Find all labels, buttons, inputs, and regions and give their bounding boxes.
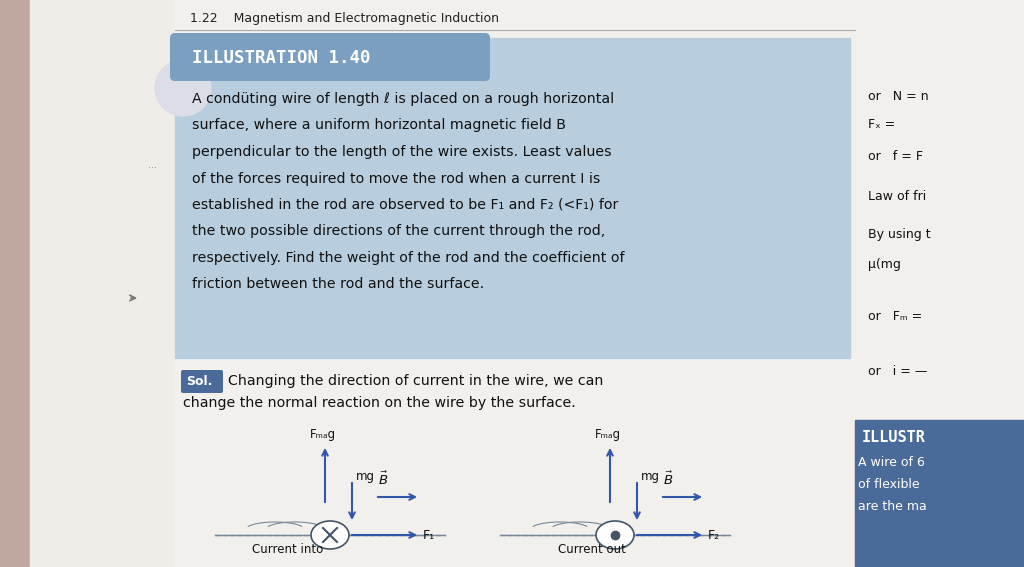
Text: A condüting wire of length ℓ is placed on a rough horizontal: A condüting wire of length ℓ is placed o… bbox=[193, 92, 614, 106]
Bar bbox=[0, 0, 30, 567]
Text: change the normal reaction on the wire by the surface.: change the normal reaction on the wire b… bbox=[183, 396, 575, 410]
Text: of the forces required to move the rod when a current I is: of the forces required to move the rod w… bbox=[193, 171, 600, 185]
Text: of flexible: of flexible bbox=[858, 478, 924, 491]
Text: 1.22    Magnetism and Electromagnetic Induction: 1.22 Magnetism and Electromagnetic Induc… bbox=[190, 12, 499, 25]
Text: friction between the rod and the surface.: friction between the rod and the surface… bbox=[193, 277, 484, 291]
Text: mg: mg bbox=[356, 470, 375, 483]
Text: or   i = —: or i = — bbox=[868, 365, 928, 378]
Ellipse shape bbox=[596, 521, 634, 549]
Text: Changing the direction of current in the wire, we can: Changing the direction of current in the… bbox=[228, 374, 603, 388]
Text: established in the rod are observed to be F₁ and F₂ (<F₁) for: established in the rod are observed to b… bbox=[193, 198, 618, 212]
Text: perpendicular to the length of the wire exists. Least values: perpendicular to the length of the wire … bbox=[193, 145, 611, 159]
Text: ILLUSTR: ILLUSTR bbox=[862, 430, 926, 445]
Text: are the ma: are the ma bbox=[858, 500, 927, 513]
Text: μ(mg: μ(mg bbox=[868, 258, 901, 271]
Text: surface, where a uniform horizontal magnetic field B: surface, where a uniform horizontal magn… bbox=[193, 119, 566, 133]
Text: or   N = n: or N = n bbox=[868, 90, 929, 103]
FancyBboxPatch shape bbox=[181, 370, 223, 393]
Text: ILLUSTRATION 1.40: ILLUSTRATION 1.40 bbox=[193, 49, 371, 67]
Text: Current out: Current out bbox=[558, 543, 626, 556]
Text: Fₘₐg: Fₘₐg bbox=[310, 428, 336, 441]
Text: $\vec{B}$: $\vec{B}$ bbox=[663, 471, 674, 488]
Text: F₂: F₂ bbox=[708, 529, 720, 542]
Text: Sol.: Sol. bbox=[186, 375, 212, 388]
Bar bbox=[175, 38, 850, 358]
Text: Law of fri: Law of fri bbox=[868, 190, 927, 203]
Text: respectively. Find the weight of the rod and the coefficient of: respectively. Find the weight of the rod… bbox=[193, 251, 625, 265]
Text: or   f = F: or f = F bbox=[868, 150, 923, 163]
Circle shape bbox=[155, 60, 211, 116]
Text: Current into: Current into bbox=[252, 543, 324, 556]
Bar bbox=[30, 0, 175, 567]
Bar bbox=[855, 420, 1024, 567]
Text: the two possible directions of the current through the rod,: the two possible directions of the curre… bbox=[193, 225, 605, 239]
Text: A wire of 6: A wire of 6 bbox=[858, 456, 925, 469]
FancyBboxPatch shape bbox=[170, 33, 490, 81]
Text: $\vec{B}$: $\vec{B}$ bbox=[378, 471, 388, 488]
Text: mg: mg bbox=[641, 470, 660, 483]
Bar bbox=[855, 0, 1024, 567]
Text: or   Fₘ =: or Fₘ = bbox=[868, 310, 923, 323]
Ellipse shape bbox=[311, 521, 349, 549]
Text: ...: ... bbox=[148, 160, 157, 170]
Bar bbox=[175, 0, 855, 567]
Text: F₁: F₁ bbox=[423, 529, 435, 542]
Text: By using t: By using t bbox=[868, 228, 931, 241]
Text: Fₘₐg: Fₘₐg bbox=[595, 428, 622, 441]
Text: Fₓ =: Fₓ = bbox=[868, 118, 899, 131]
